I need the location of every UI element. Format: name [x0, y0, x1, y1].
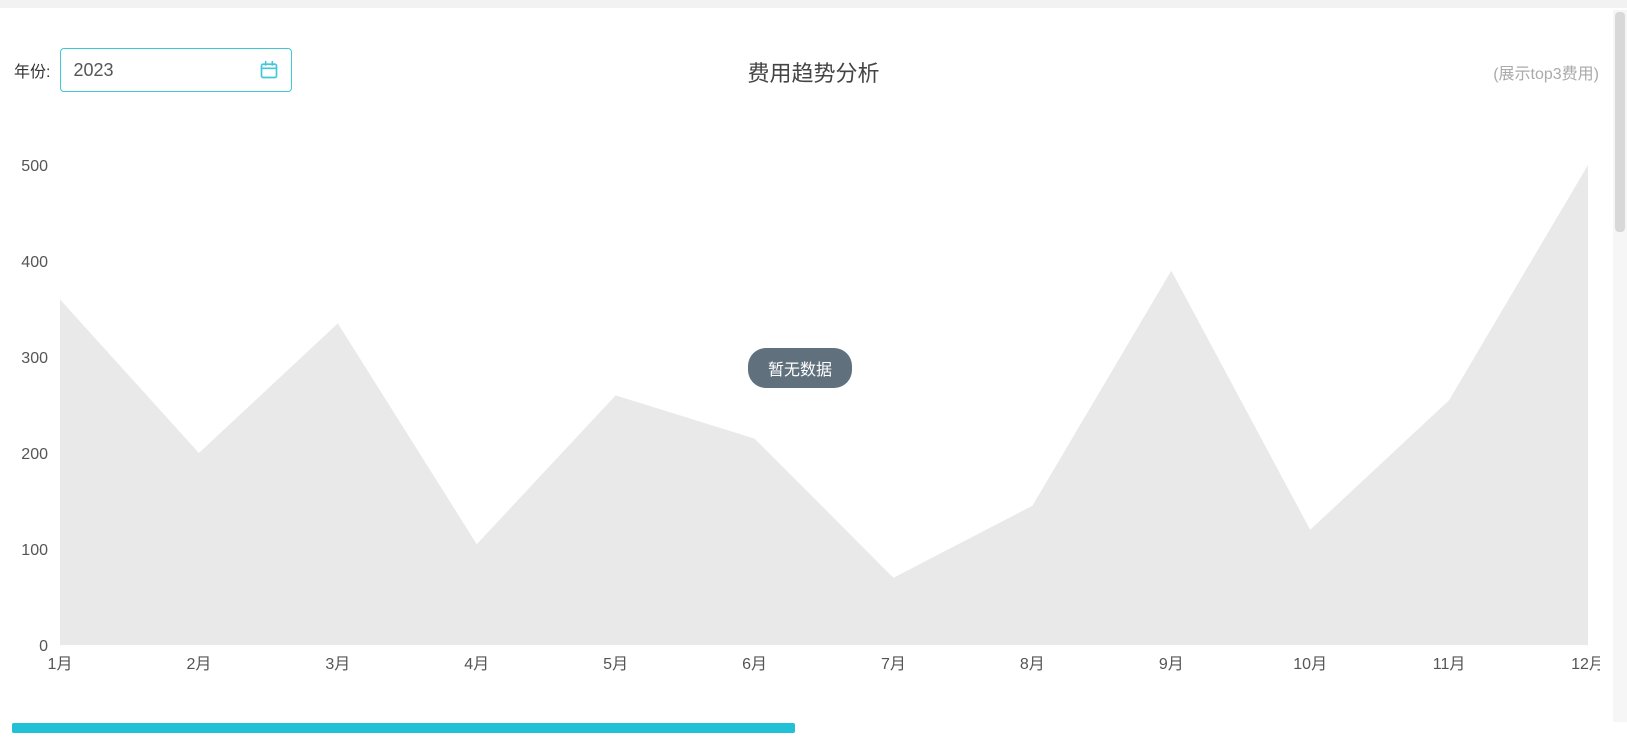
x-tick-label: 6月	[742, 656, 767, 673]
x-tick-label: 5月	[603, 656, 628, 673]
x-tick-label: 12月	[1571, 656, 1600, 673]
y-tick-label: 0	[39, 638, 48, 655]
calendar-icon	[259, 60, 279, 80]
x-tick-label: 2月	[186, 656, 211, 673]
x-tick-label: 10月	[1293, 656, 1327, 673]
y-tick-label: 500	[21, 158, 48, 175]
horizontal-scrollbar[interactable]	[12, 723, 1577, 733]
chart-subtitle: (展示top3费用)	[1493, 60, 1599, 84]
y-tick-label: 300	[21, 350, 48, 367]
chart-area: 0 100 200 300 400 500 1月 2月 3月 4月 5月 6月 7月 8月 9月 10月 11月…	[0, 95, 1600, 685]
y-tick-label: 200	[21, 446, 48, 463]
y-tick-label: 100	[21, 542, 48, 559]
x-tick-label: 7月	[881, 656, 906, 673]
header-row: 年份: 2023 费用趋势分析 (展示top3费用)	[0, 8, 1627, 88]
top-strip	[0, 0, 1627, 8]
year-picker[interactable]: 2023	[60, 48, 292, 92]
x-tick-label: 3月	[325, 656, 350, 673]
area-series	[60, 165, 1588, 645]
year-filter: 年份: 2023	[14, 48, 292, 92]
year-value: 2023	[73, 60, 113, 81]
chart-title: 费用趋势分析	[747, 56, 879, 88]
x-tick-label: 9月	[1159, 656, 1184, 673]
vertical-scrollbar[interactable]	[1613, 10, 1627, 722]
x-tick-label: 8月	[1020, 656, 1045, 673]
area-chart: 0 100 200 300 400 500 1月 2月 3月 4月 5月 6月 7月 8月 9月 10月 11月…	[0, 95, 1600, 685]
no-data-badge: 暂无数据	[748, 348, 852, 388]
x-tick-label: 11月	[1433, 656, 1466, 673]
vertical-scrollbar-thumb[interactable]	[1615, 12, 1625, 232]
year-label: 年份:	[14, 58, 50, 82]
x-tick-label: 1月	[48, 656, 73, 673]
x-tick-label: 4月	[464, 656, 489, 673]
y-tick-label: 400	[21, 254, 48, 271]
horizontal-scrollbar-thumb[interactable]	[12, 723, 795, 733]
